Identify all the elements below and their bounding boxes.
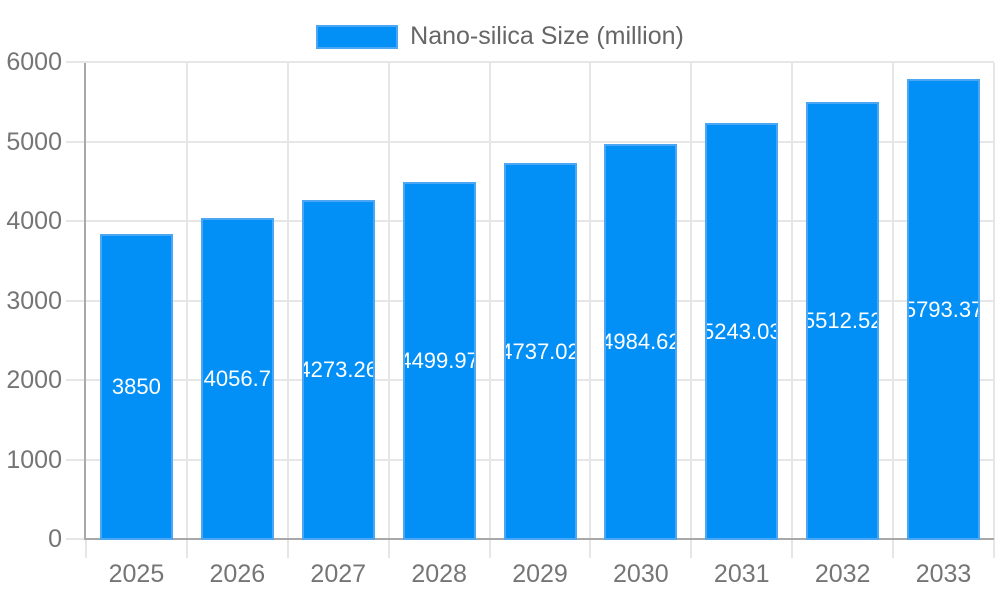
bar-2025[interactable]: 3850 — [99, 233, 173, 540]
x-axis-label: 2027 — [310, 560, 367, 588]
x-axis-label: 2025 — [108, 560, 165, 588]
x-axis-label: 2030 — [613, 560, 669, 588]
bar-2032[interactable]: 5512.52 — [806, 101, 880, 540]
y-gridline — [66, 140, 994, 143]
x-gridline — [892, 63, 895, 558]
y-axis-label: 1000 — [6, 445, 62, 474]
x-axis-label: 2031 — [713, 560, 770, 588]
x-gridline — [589, 63, 592, 558]
x-gridline — [286, 63, 289, 558]
legend-swatch-icon — [316, 24, 399, 49]
legend-label: Nano-silica Size (million) — [410, 22, 684, 50]
x-gridline — [690, 63, 693, 558]
x-gridline — [387, 63, 390, 558]
x-gridline — [488, 63, 491, 558]
bar-value-label: 5243.03 — [705, 318, 779, 344]
bar-value-label: 4273.26 — [301, 357, 375, 383]
y-axis-label: 3000 — [6, 286, 62, 315]
y-axis-label: 0 — [48, 525, 62, 553]
bar-value-label: 4984.62 — [604, 328, 678, 354]
x-gridline — [85, 540, 87, 558]
y-axis-label: 5000 — [6, 127, 62, 156]
x-gridline — [185, 63, 188, 558]
y-axis-line — [84, 63, 86, 540]
y-axis-label: 6000 — [6, 48, 62, 76]
bar-2031[interactable]: 5243.03 — [705, 123, 779, 540]
bar-2033[interactable]: 5793.37 — [907, 79, 981, 540]
bar-value-label: 5512.52 — [806, 307, 880, 333]
legend[interactable]: Nano-silica Size (million) — [0, 24, 1000, 49]
x-axis-label: 2026 — [209, 560, 266, 588]
bar-2029[interactable]: 4737.02 — [503, 163, 577, 540]
bar-2030[interactable]: 4984.62 — [604, 143, 678, 540]
x-gridline — [993, 63, 995, 558]
bar-value-label: 4056.7 — [203, 365, 271, 391]
bar-value-label: 5793.37 — [907, 296, 981, 322]
x-axis-label: 2033 — [915, 560, 972, 588]
x-gridline — [791, 63, 794, 558]
x-axis-label: 2032 — [814, 560, 871, 588]
bar-2027[interactable]: 4273.26 — [301, 200, 375, 540]
bar-value-label: 4737.02 — [503, 338, 577, 364]
bar-2026[interactable]: 4056.7 — [200, 217, 274, 540]
y-gridline — [66, 61, 994, 63]
y-gridline — [66, 538, 86, 540]
y-axis-label: 4000 — [6, 207, 62, 235]
bar-2028[interactable]: 4499.97 — [402, 182, 476, 540]
y-axis-label: 2000 — [6, 366, 62, 394]
bar-value-label: 3850 — [111, 373, 161, 399]
x-axis-label: 2029 — [512, 560, 568, 588]
x-axis-label: 2028 — [411, 560, 467, 588]
bar-value-label: 4499.97 — [402, 348, 476, 374]
